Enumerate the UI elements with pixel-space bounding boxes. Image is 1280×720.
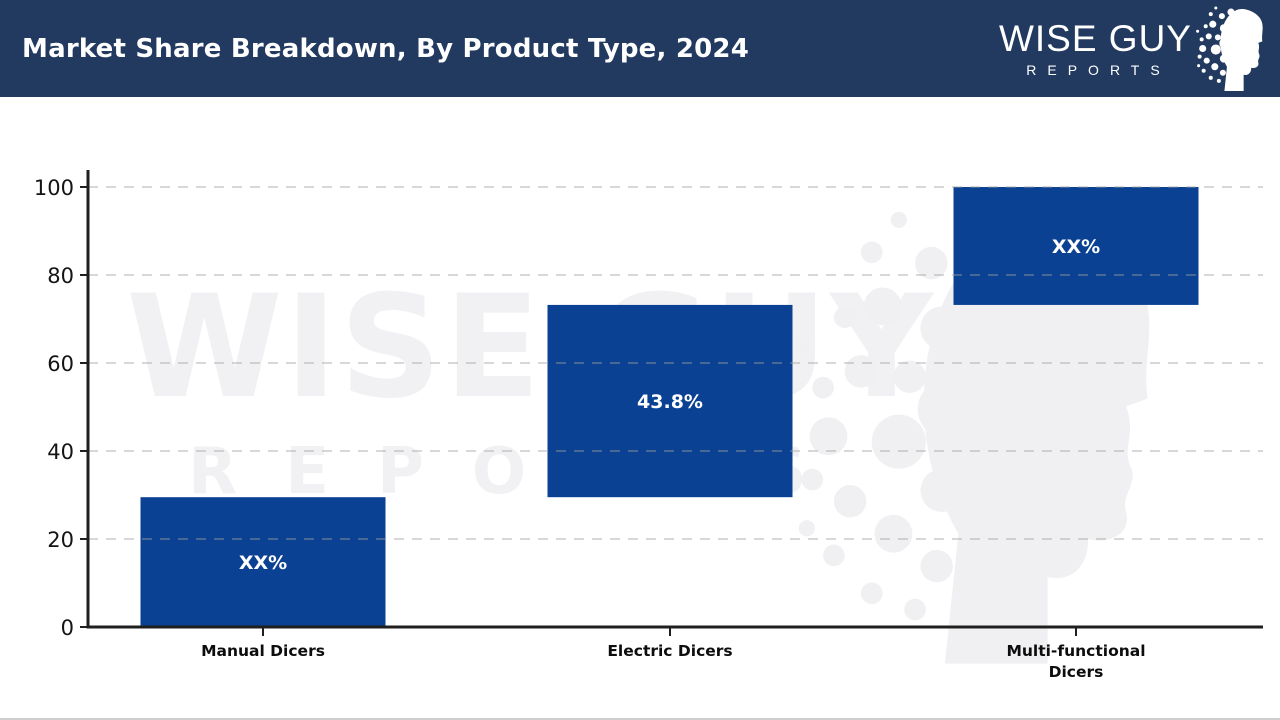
face-dot (833, 485, 867, 518)
face-dot (1208, 75, 1213, 80)
face-dot (966, 341, 1016, 391)
brand-subtitle: REPORTS (1026, 61, 1171, 78)
face-profile (923, 224, 1150, 664)
y-tick-label: 60 (47, 352, 74, 376)
face-dot (904, 598, 926, 621)
x-category-label: Multi-functional (1006, 642, 1145, 660)
watermark: WISE GUY REPORTS (0, 97, 1280, 717)
x-category-label: Electric Dicers (607, 642, 732, 660)
face-dot (1196, 29, 1200, 33)
y-tick-label: 40 (47, 440, 74, 464)
bottom-divider (0, 718, 1280, 720)
page-title: Market Share Breakdown, By Product Type,… (22, 33, 749, 64)
face-dot (833, 306, 856, 329)
face-dot (1209, 20, 1217, 28)
y-tick-label: 80 (47, 264, 74, 288)
face-dot (874, 514, 913, 553)
face-dot (920, 549, 953, 583)
face-dot (952, 620, 975, 642)
face-dot (1218, 13, 1225, 20)
x-category-label: Manual Dicers (201, 642, 325, 660)
face-dot (893, 360, 926, 393)
face-dot (1199, 37, 1204, 42)
face-dot (920, 306, 964, 350)
face-dot (863, 287, 902, 326)
face-dot (1208, 12, 1213, 17)
face-dot (1197, 64, 1201, 68)
face-dot (920, 468, 964, 513)
face-dot (1203, 24, 1208, 29)
face-profile (1220, 8, 1263, 91)
y-tick-label: 0 (61, 616, 74, 640)
face-dot (1214, 34, 1221, 41)
face-dot (1211, 63, 1219, 71)
face-dot (917, 379, 978, 439)
brand-face-icon (1196, 6, 1263, 91)
face-dot (809, 417, 848, 456)
bar-multi-functional-dicers (953, 187, 1199, 305)
face-dot (961, 222, 999, 261)
face-dot (844, 355, 878, 388)
face-dot (860, 241, 883, 264)
face-dot (1197, 54, 1202, 59)
face-dot (890, 211, 907, 228)
face-dot (963, 501, 1008, 545)
x-category-label: Dicers (1049, 663, 1104, 681)
watermark-face-icon (793, 211, 1150, 664)
face-dot (969, 284, 1002, 318)
face-dot (1199, 44, 1207, 53)
bar-value-label: XX% (239, 552, 287, 574)
face-dot (1210, 44, 1221, 55)
face-dot (1009, 255, 1037, 283)
face-dot (798, 520, 815, 537)
face-dot (860, 582, 883, 605)
bar-electric-dicers (547, 304, 793, 498)
bar-value-label: 43.8% (637, 391, 703, 413)
face-dot (1201, 68, 1206, 73)
watermark-text-primary: WISE GUY (126, 265, 935, 430)
face-dot (871, 414, 926, 469)
brand-name: WISE GUY (998, 18, 1192, 60)
face-dot (801, 468, 824, 491)
face-dot (1219, 69, 1226, 76)
face-dot (1205, 33, 1212, 40)
watermark-text-secondary: REPORTS (188, 435, 855, 509)
header: Market Share Breakdown, By Product Type,… (0, 0, 1280, 97)
y-tick-label: 100 (34, 176, 74, 200)
face-dot (1203, 57, 1210, 64)
face-dot (915, 246, 948, 280)
bar-manual-dicers (140, 497, 386, 627)
brand-logo: WISE GUY REPORTS (999, 4, 1268, 94)
face-dot (812, 376, 834, 399)
face-dot (1216, 78, 1221, 83)
face-dot (958, 577, 991, 610)
face-dot (793, 336, 810, 353)
bar-value-label: XX% (1052, 236, 1100, 258)
face-dot (963, 409, 1029, 475)
face-dot (823, 544, 845, 567)
face-dot (1214, 6, 1218, 10)
y-tick-label: 20 (47, 528, 74, 552)
